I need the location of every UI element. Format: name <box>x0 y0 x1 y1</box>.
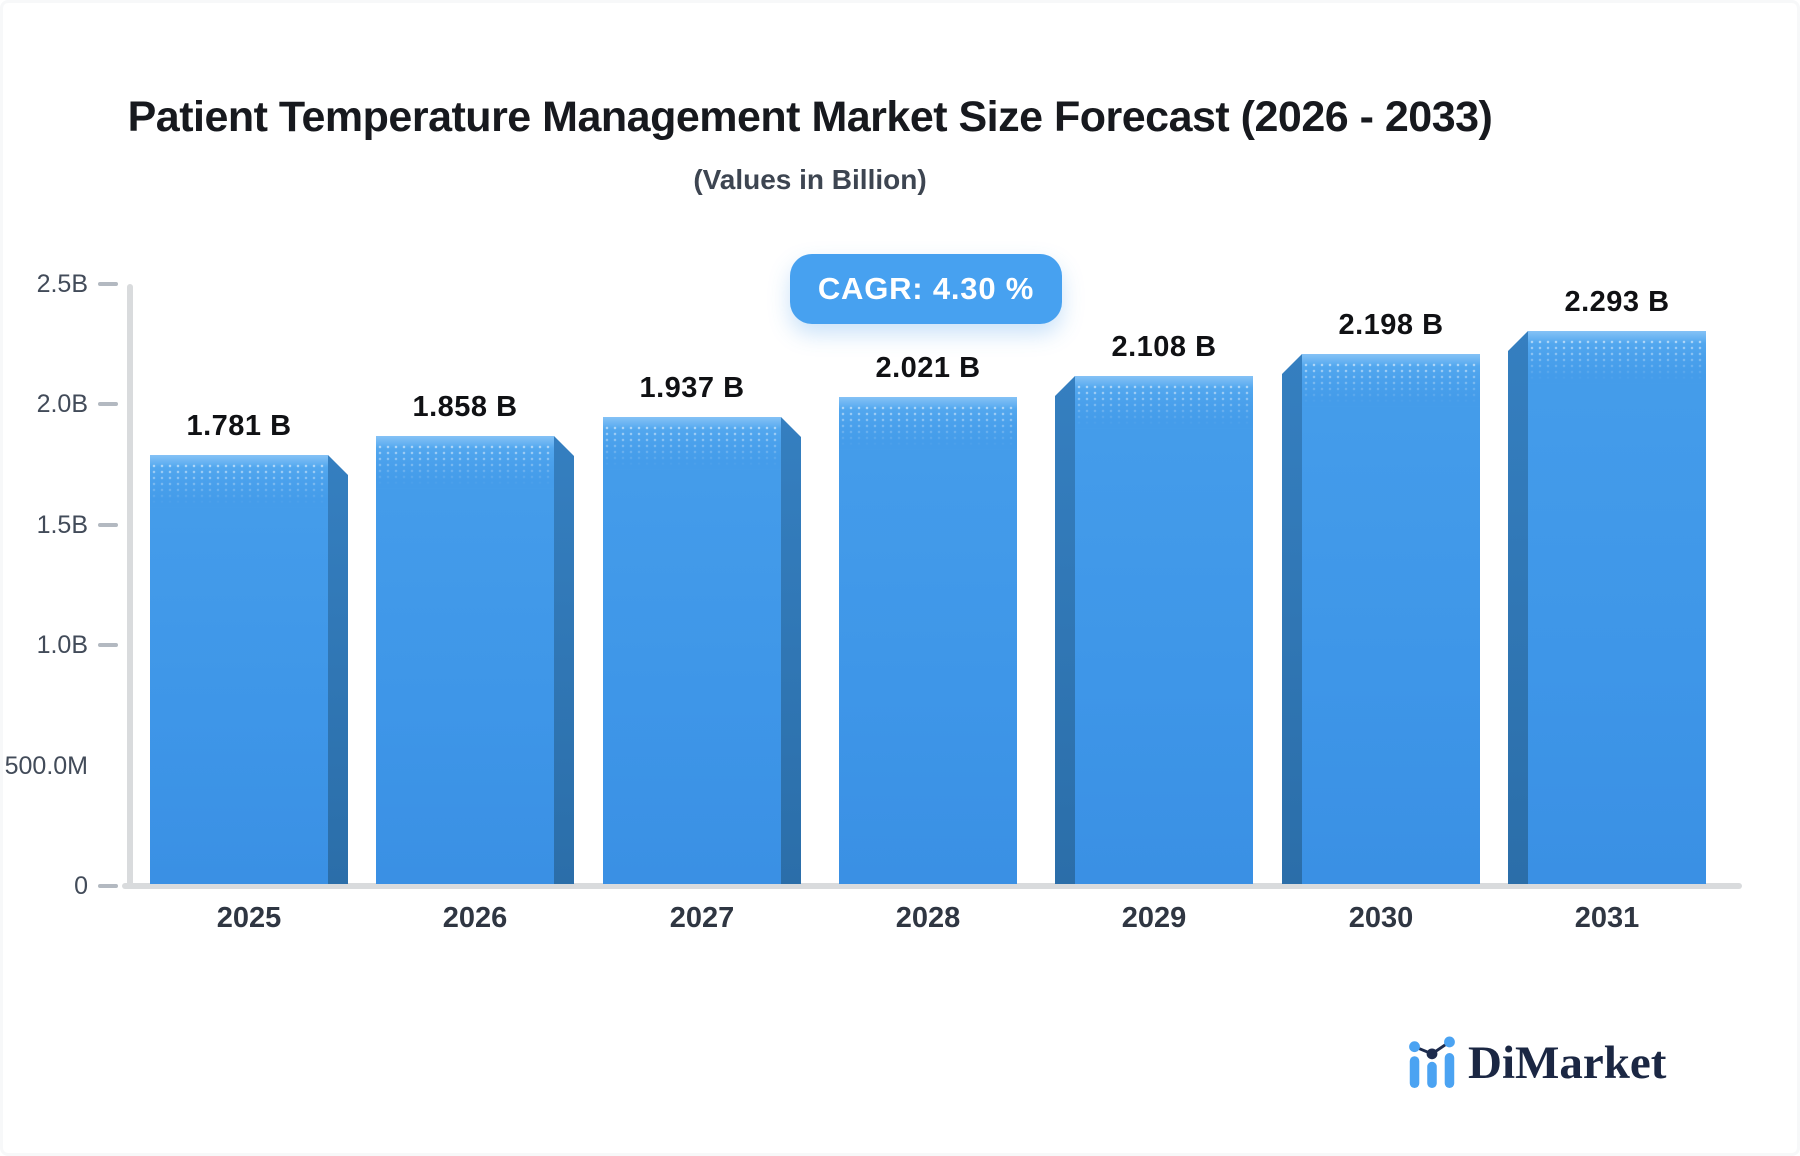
bar-2030: 2.198 B 2030 <box>1282 309 1480 934</box>
x-axis-line <box>122 883 1742 889</box>
bar-side-face <box>1282 354 1302 884</box>
bar-face <box>1075 376 1253 884</box>
x-axis-label: 2025 <box>216 902 282 934</box>
bar-face <box>839 397 1017 884</box>
bar-side-face <box>1508 331 1528 884</box>
y-axis-label: 0 <box>74 872 88 900</box>
y-axis-label: 2.5B <box>36 270 88 298</box>
bar-face <box>1528 331 1706 884</box>
y-axis-tick <box>98 884 118 888</box>
bar-value-label: 2.198 B <box>1338 309 1444 341</box>
cagr-badge: CAGR: 4.30 % <box>790 254 1062 324</box>
bar-value-label: 2.293 B <box>1564 286 1670 318</box>
bar-value-label: 1.937 B <box>639 372 745 404</box>
bar-value-label: 1.858 B <box>412 391 518 423</box>
bar-side-face <box>328 455 348 884</box>
bar-2027: 1.937 B 2027 <box>603 372 801 934</box>
y-axis-tick <box>98 282 118 286</box>
bar-2025: 1.781 B 2025 <box>150 410 348 934</box>
x-axis-label: 2027 <box>669 902 735 934</box>
bar-value-label: 2.021 B <box>875 352 981 384</box>
bar-side-face <box>1055 376 1075 884</box>
y-axis-tick <box>98 643 118 647</box>
x-axis-label: 2030 <box>1348 902 1414 934</box>
y-axis-label: 2.0B <box>36 390 88 418</box>
chart-subtitle: (Values in Billion) <box>693 164 927 195</box>
bar-face <box>376 436 554 884</box>
bar-value-label: 1.781 B <box>186 410 292 442</box>
bar-line-chart-icon <box>1409 1036 1455 1088</box>
y-axis-label: 1.5B <box>36 511 88 539</box>
bar-face <box>1302 354 1480 884</box>
bar-value-label: 2.108 B <box>1111 331 1217 363</box>
bar-2029: 2.108 B 2029 <box>1055 331 1253 934</box>
title-block: Patient Temperature Management Market Si… <box>110 92 1510 196</box>
bar-side-face <box>554 436 574 884</box>
bar-2031: 2.293 B 2031 <box>1508 286 1706 934</box>
bar-side-face <box>781 417 801 884</box>
y-axis-tick <box>98 402 118 406</box>
bar-2028: 2.021 B 2028 <box>829 352 1027 934</box>
x-axis-label: 2028 <box>895 902 961 934</box>
x-axis-label: 2026 <box>442 902 508 934</box>
y-axis-tick <box>98 523 118 527</box>
dimarket-logo[interactable]: DiMarket <box>1408 1034 1666 1091</box>
logo-wordmark: DiMarket <box>1468 1037 1667 1089</box>
y-axis-label: 1.0B <box>36 631 88 659</box>
cagr-badge-label: CAGR: 4.30 % <box>817 271 1035 306</box>
y-axis-line <box>127 284 133 886</box>
y-axis-label: 500.0M <box>4 752 88 780</box>
chart-title: Patient Temperature Management Market Si… <box>127 93 1493 141</box>
bar-2026: 1.858 B 2026 <box>376 391 574 934</box>
bar-face <box>603 417 781 884</box>
x-axis-label: 2029 <box>1121 902 1187 934</box>
bar-face <box>150 455 328 884</box>
x-axis-label: 2031 <box>1574 902 1640 934</box>
